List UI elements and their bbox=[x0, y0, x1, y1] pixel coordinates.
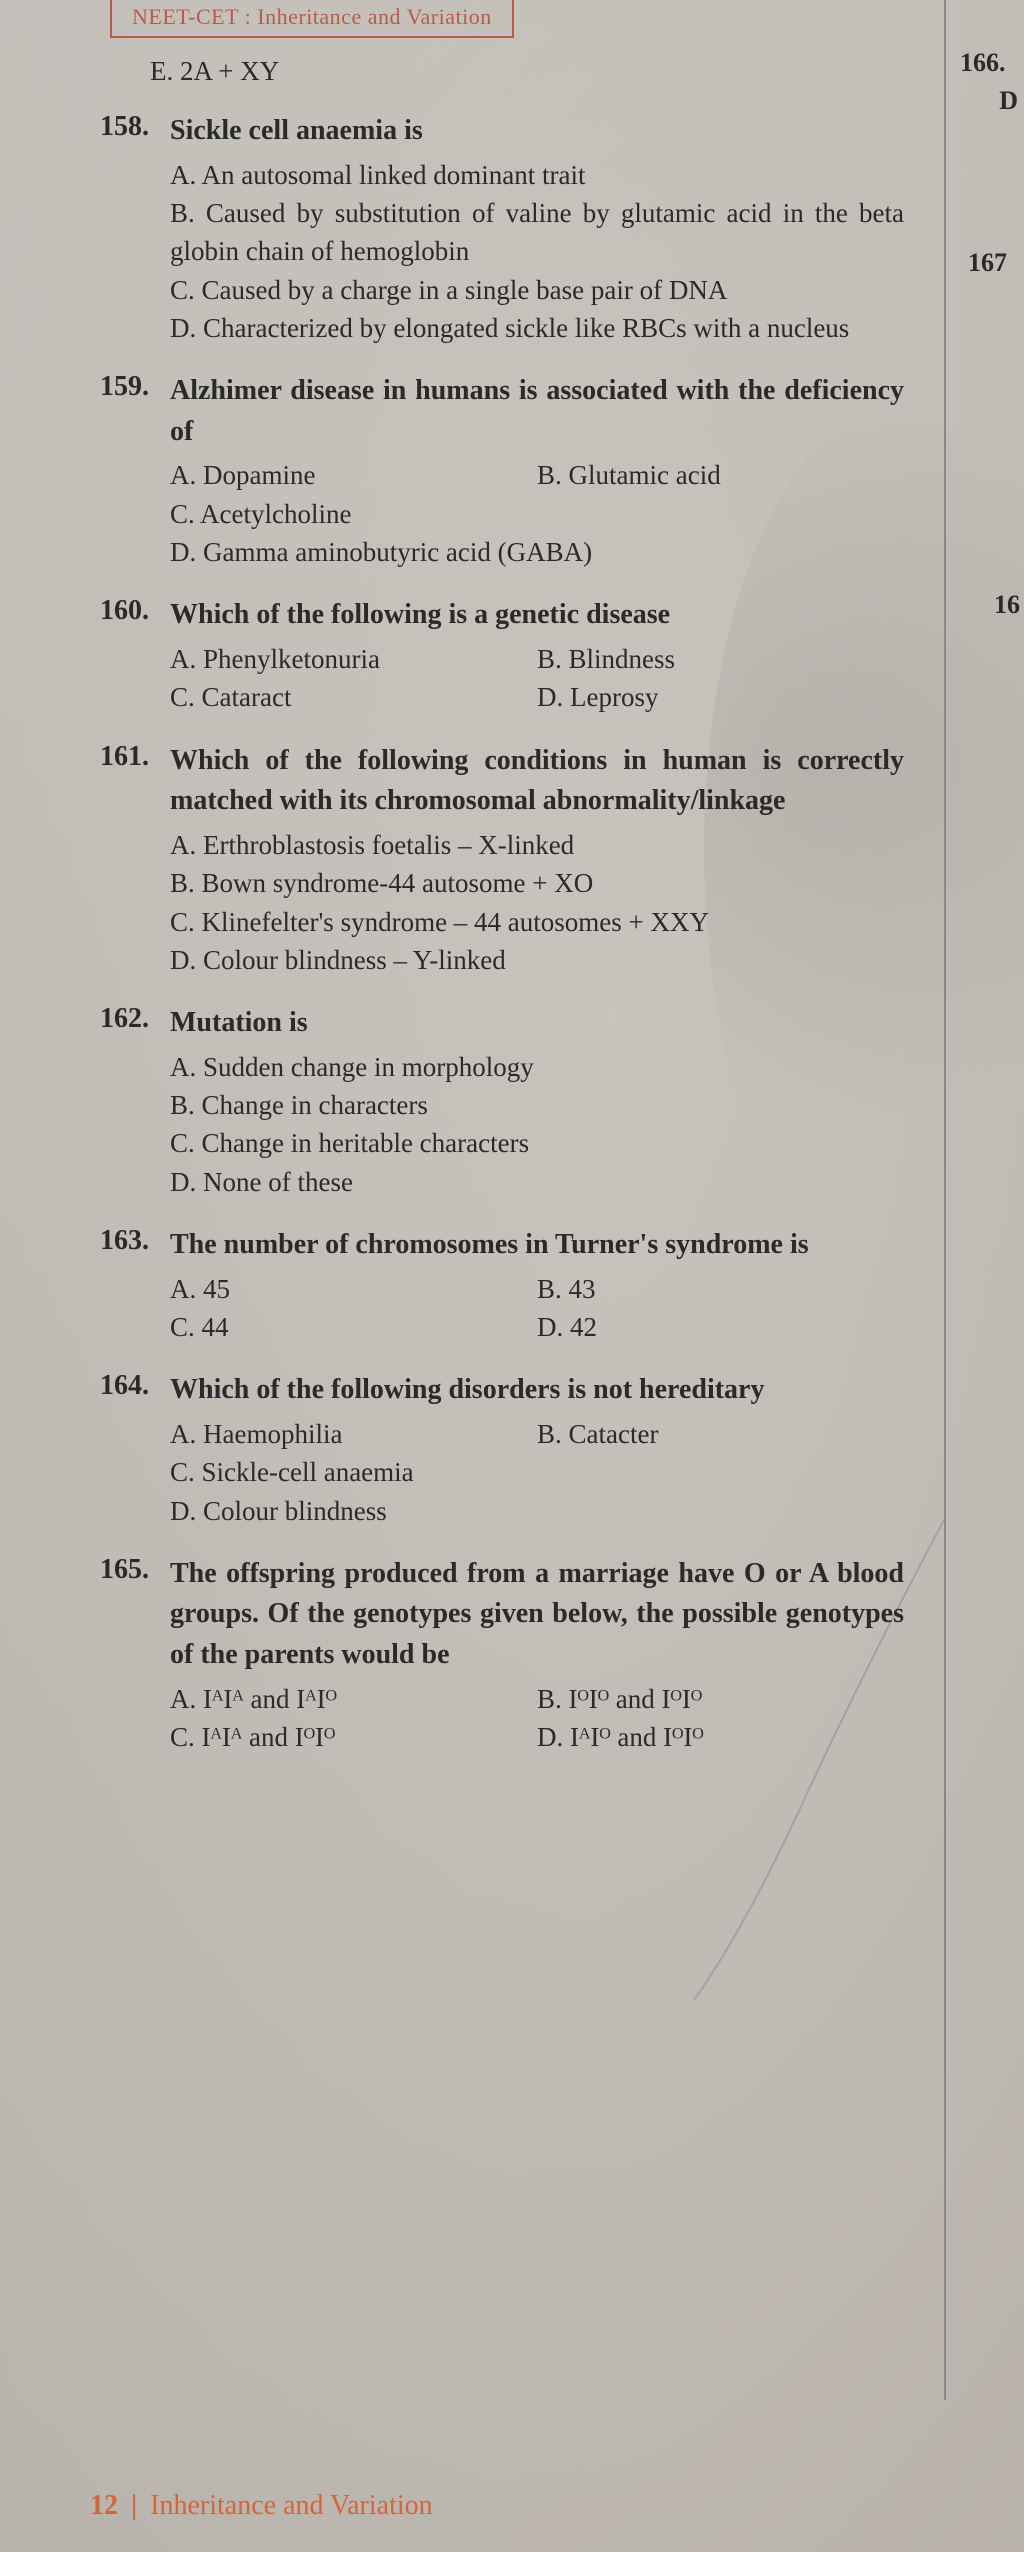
question-165: 165. The offspring produced from a marri… bbox=[100, 1554, 984, 1756]
question-161: 161. Which of the following conditions i… bbox=[100, 741, 984, 980]
question-164: 164. Which of the following disorders is… bbox=[100, 1370, 984, 1530]
qnum: 163. bbox=[100, 1225, 160, 1346]
option-b: B. Glutamic acid bbox=[537, 456, 904, 494]
page-number: 12 bbox=[90, 2490, 118, 2521]
margin-qnum-166: 166. bbox=[960, 48, 1006, 78]
footer-separator: | bbox=[131, 2490, 137, 2521]
page-footer: 12 | Inheritance and Variation bbox=[90, 2490, 433, 2522]
chapter-name: Inheritance and Variation bbox=[150, 2490, 432, 2521]
option-b: B. Catacter bbox=[537, 1415, 904, 1453]
option-b: B. Caused by substitution of valine by g… bbox=[170, 194, 904, 271]
margin-sub-d: D bbox=[999, 86, 1018, 116]
option-a: A. Phenylketonuria bbox=[170, 640, 537, 678]
question-158: 158. Sickle cell anaemia is A. An autoso… bbox=[100, 111, 984, 347]
qnum: 161. bbox=[100, 741, 160, 980]
qnum: 165. bbox=[100, 1554, 160, 1756]
right-margin-rule: 166. D 167 16 bbox=[944, 0, 1024, 2400]
option-a: A. Haemophilia bbox=[170, 1415, 537, 1453]
option-d: D. Characterized by elongated sickle lik… bbox=[170, 309, 904, 347]
option-c: C. Caused by a charge in a single base p… bbox=[170, 271, 904, 309]
question-160: 160. Which of the following is a genetic… bbox=[100, 595, 984, 716]
option-a: A. An autosomal linked dominant trait bbox=[170, 156, 904, 194]
option-a: A. Sudden change in morphology bbox=[170, 1048, 904, 1086]
option-b: B. Bown syndrome-44 autosome + XO bbox=[170, 864, 904, 902]
option-d: D. IᴬIᴼ and IᴼIᴼ bbox=[537, 1718, 904, 1756]
option-b: B. Blindness bbox=[537, 640, 904, 678]
option-c: C. Sickle-cell anaemia bbox=[170, 1453, 904, 1491]
option-c: C. Cataract bbox=[170, 678, 537, 716]
margin-qnum-16: 16 bbox=[994, 590, 1020, 620]
option-b: B. IᴼIᴼ and IᴼIᴼ bbox=[537, 1680, 904, 1718]
question-stem: Which of the following disorders is not … bbox=[170, 1370, 904, 1411]
option-d: D. Gamma aminobutyric acid (GABA) bbox=[170, 533, 904, 571]
question-163: 163. The number of chromosomes in Turner… bbox=[100, 1225, 984, 1346]
option-a: A. 45 bbox=[170, 1270, 537, 1308]
option-d: D. Leprosy bbox=[537, 678, 904, 716]
option-d: D. 42 bbox=[537, 1308, 904, 1346]
chapter-header-tab: NEET-CET : Inheritance and Variation bbox=[110, 0, 514, 38]
option-b: B. 43 bbox=[537, 1270, 904, 1308]
option-b: B. Change in characters bbox=[170, 1086, 904, 1124]
question-162: 162. Mutation is A. Sudden change in mor… bbox=[100, 1003, 984, 1201]
option-d: D. Colour blindness bbox=[170, 1492, 904, 1530]
option-a: A. Dopamine bbox=[170, 456, 537, 494]
margin-qnum-167: 167 bbox=[968, 248, 1007, 278]
qnum: 158. bbox=[100, 111, 160, 347]
qnum: 162. bbox=[100, 1003, 160, 1201]
question-stem: Which of the following is a genetic dise… bbox=[170, 595, 904, 636]
question-stem: The offspring produced from a marriage h… bbox=[170, 1554, 904, 1676]
option-c: C. 44 bbox=[170, 1308, 537, 1346]
option-a: A. IᴬIᴬ and IᴬIᴼ bbox=[170, 1680, 537, 1718]
option-c: C. IᴬIᴬ and IᴼIᴼ bbox=[170, 1718, 537, 1756]
qnum: 159. bbox=[100, 371, 160, 571]
question-159: 159. Alzhimer disease in humans is assoc… bbox=[100, 371, 984, 571]
question-stem: Alzhimer disease in humans is associated… bbox=[170, 371, 904, 452]
option-c: C. Change in heritable characters bbox=[170, 1124, 904, 1162]
previous-option-e: E. 2A + XY bbox=[150, 56, 984, 87]
option-d: D. None of these bbox=[170, 1163, 904, 1201]
option-a: A. Erthroblastosis foetalis – X-linked bbox=[170, 826, 904, 864]
option-c: C. Acetylcholine bbox=[170, 495, 904, 533]
question-stem: Which of the following conditions in hum… bbox=[170, 741, 904, 822]
option-d: D. Colour blindness – Y-linked bbox=[170, 941, 904, 979]
question-stem: The number of chromosomes in Turner's sy… bbox=[170, 1225, 904, 1266]
page-content: NEET-CET : Inheritance and Variation E. … bbox=[0, 0, 1024, 1756]
question-stem: Mutation is bbox=[170, 1003, 904, 1044]
question-stem: Sickle cell anaemia is bbox=[170, 111, 904, 152]
qnum: 160. bbox=[100, 595, 160, 716]
option-c: C. Klinefelter's syndrome – 44 autosomes… bbox=[170, 903, 904, 941]
qnum: 164. bbox=[100, 1370, 160, 1530]
